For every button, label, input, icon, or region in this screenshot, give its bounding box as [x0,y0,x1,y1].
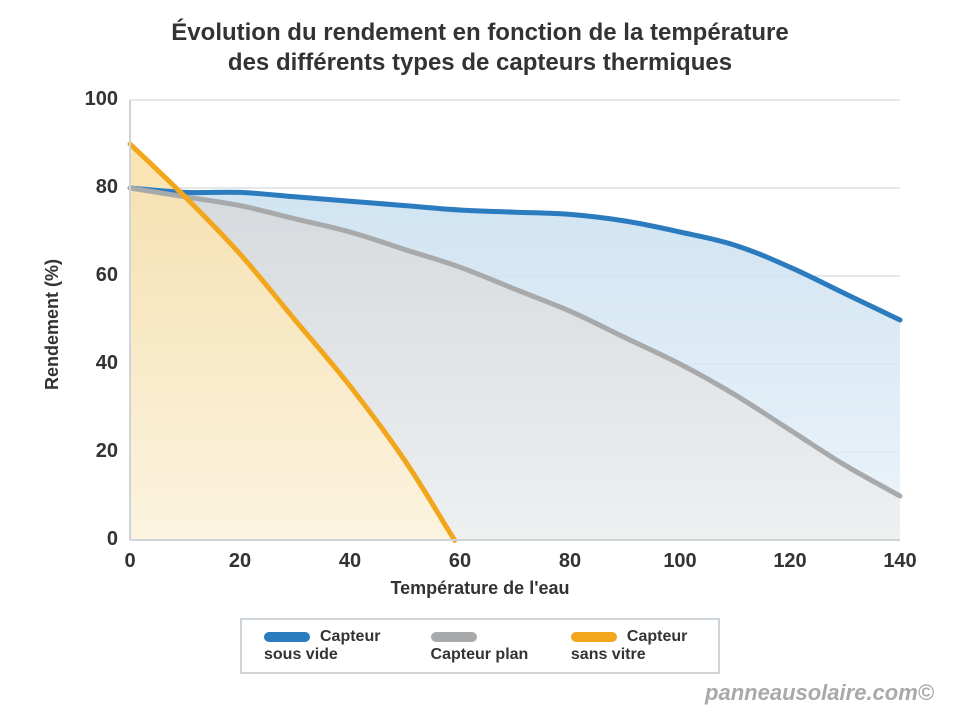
legend-label: Capteur plan [431,646,529,663]
y-tick-label: 60 [58,264,118,287]
legend-item-sans_vitre: Capteur sans vitre [571,628,696,664]
x-tick-label: 60 [449,550,471,573]
x-tick-label: 40 [339,550,361,573]
attribution: panneausolaire.com© [705,680,934,706]
legend-item-sous_vide: Capteur sous vide [264,628,389,664]
chart-container: Évolution du rendement en fonction de la… [0,0,960,720]
y-tick-label: 100 [58,88,118,111]
plot-area [0,0,960,720]
x-axis-label: Température de l'eau [0,578,960,599]
y-tick-label: 80 [58,176,118,199]
x-tick-label: 100 [663,550,696,573]
legend: Capteur sous vide Capteur plan Capteur san… [240,618,720,674]
y-tick-label: 0 [58,528,118,551]
x-tick-label: 20 [229,550,251,573]
y-tick-label: 40 [58,352,118,375]
x-tick-label: 120 [773,550,806,573]
legend-swatch [571,632,617,642]
legend-swatch [431,632,477,642]
legend-swatch [264,632,310,642]
y-tick-label: 20 [58,440,118,463]
legend-item-plan: Capteur plan [431,628,529,664]
x-tick-label: 140 [883,550,916,573]
x-tick-label: 80 [559,550,581,573]
x-tick-label: 0 [124,550,135,573]
